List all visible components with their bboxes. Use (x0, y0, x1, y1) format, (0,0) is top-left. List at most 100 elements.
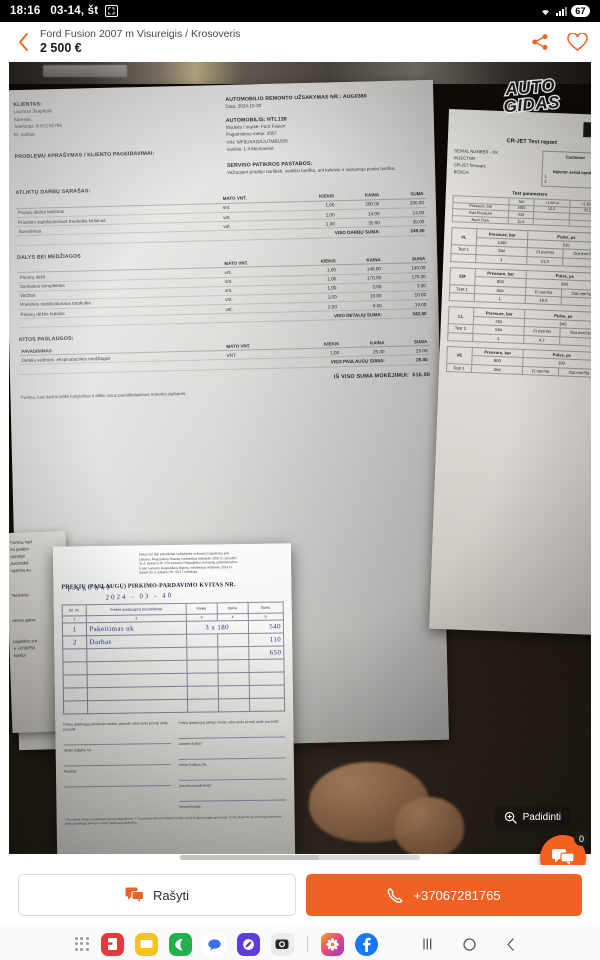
cell (217, 633, 249, 647)
home-icon[interactable] (455, 931, 485, 957)
header-actions (531, 32, 588, 52)
cell: 1 (473, 293, 526, 304)
buyer-block: Prekių (paslaugų) pirkėjo vardas arba va… (178, 716, 287, 809)
buyer-reg-line (179, 791, 287, 802)
cell: Fl.mm³/st (522, 366, 559, 376)
messages-app-icon[interactable] (202, 932, 226, 956)
services-table: PAVADINIMAS MATO VNT. KIEKIS KAINA SUMA … (19, 337, 430, 375)
app-header: Ford Fusion 2007 m Visureigis / Krosover… (0, 22, 600, 62)
client-block: KLIENTAS: Laurinas Sкарkulis Adresas: Te… (13, 97, 213, 181)
phone-app-icon[interactable] (168, 932, 192, 956)
cell: 3 x 180 (186, 620, 249, 635)
phone-icon (387, 887, 404, 904)
call-button-label: +37067281765 (413, 887, 501, 903)
seller-block: Prekių (paslaugų) pardavėjo vardas, pava… (63, 718, 172, 811)
buyer-doc-label: Verslo liudijimo Nr. (178, 762, 207, 767)
listing-price: 2 500 € (40, 41, 82, 55)
listing-summary[interactable]: Ford Fusion 2007 m Visureigis / Krosover… (40, 28, 521, 56)
share-icon[interactable] (531, 33, 549, 51)
status-indicators: 67 (539, 5, 590, 17)
problem-heading: PROBLEMŲ APRAŠYMAS / KLIENTO PAGEIDAVIMA… (14, 150, 155, 161)
facebook-app-icon[interactable] (354, 932, 378, 956)
app-grid-icon[interactable] (74, 936, 90, 952)
grand-total-label: IŠ VISO SUMA MOKĖJIMUI: (333, 372, 410, 380)
photo-pager[interactable] (180, 855, 420, 860)
cell (186, 659, 218, 674)
recents-icon[interactable] (414, 931, 444, 957)
photo-viewer[interactable]: KLIENTAS: Laurinas Sкарkulis Adresas: Te… (0, 62, 600, 865)
order-block: AUTOMOBILIO REMONTO UŽSAKYMAS NR.: AUG03… (225, 92, 425, 176)
point-table-vl: VL Pressure, bar Pulse, µs 1400 910 Test… (450, 228, 591, 268)
cell: Test 1 (446, 363, 472, 373)
point-table-ve: VE Pressure, bar Pulse, µs 800 190 Test … (446, 346, 591, 378)
cell (248, 671, 285, 686)
cell: Kaina (216, 602, 248, 614)
works-total-value: 249.00 (381, 225, 427, 237)
cell: Slot (471, 364, 524, 375)
cell: Out.mm³/st (558, 367, 591, 378)
dy-logo: DY (583, 122, 591, 139)
parts-total-value: 342.00 (383, 308, 429, 320)
back-icon[interactable] (496, 931, 526, 957)
pager-thumb[interactable] (180, 855, 320, 860)
point-name: EM (459, 273, 466, 279)
seller-code-label: Verslo liudijimo Nr. (63, 748, 92, 753)
customer-box: Customer Injector serial number 1 2 (541, 150, 591, 190)
cell (87, 699, 188, 714)
cell: 110 (248, 632, 284, 647)
call-button[interactable]: +37067281765 (306, 874, 582, 916)
photo-top-strip (9, 62, 591, 84)
chevron-left-icon (17, 32, 30, 52)
chat-fab-button[interactable]: 0 (540, 831, 589, 866)
point-name: LL (458, 313, 464, 319)
browser-app-icon[interactable] (236, 932, 260, 956)
cell (62, 648, 88, 663)
listing-photo[interactable]: KLIENTAS: Laurinas Sкарkulis Adresas: Te… (9, 62, 591, 854)
cell: 2 (62, 635, 88, 650)
zoom-button-label: Padidinti (522, 812, 561, 823)
seller-signature-line (63, 735, 171, 746)
status-date: 03-14, št (50, 5, 99, 17)
cell: Kiekis (185, 602, 217, 615)
cell: 1 (475, 254, 528, 265)
point-name: VL (461, 234, 467, 240)
receipt-table: Eil. Nr. Prekės (paslaugos) pavadinimas … (62, 601, 286, 715)
heart-icon[interactable] (567, 32, 588, 52)
table-row (63, 697, 285, 715)
action-bar: Rašyti +37067281765 (0, 865, 600, 925)
injector-row-2: 2 (544, 178, 547, 184)
handwritten-receipt: Kvitas turi būti patvirtintas Valstybinė… (52, 543, 296, 854)
cell: 18.0 (525, 295, 562, 306)
cell (62, 661, 88, 676)
point-name: VE (456, 352, 463, 358)
cell (186, 633, 218, 648)
chat-bubble-icon (551, 846, 575, 866)
services-total-value: 25.00 (386, 354, 430, 366)
gallery-app-icon[interactable] (100, 932, 124, 956)
seller-label: Prekių (paslaugų) pardavėjo vardas, pava… (63, 721, 169, 732)
hand-blur-2 (394, 797, 464, 854)
buyer-doc-line (178, 770, 287, 781)
seller-sign-label: Parašas (63, 769, 77, 774)
write-message-button[interactable]: Rašyti (18, 874, 296, 916)
test-report-sub: SERIAL NUMBER - XX INJECTOR CR-JET firmw… (453, 147, 591, 190)
cell (187, 698, 219, 713)
zoom-button[interactable]: Padidinti (494, 806, 570, 829)
back-button[interactable] (12, 27, 34, 57)
files-app-icon[interactable] (134, 932, 158, 956)
receipt-footnote: * Nurodoma pirkėjo ar paslaugos gavėjo p… (64, 814, 282, 826)
buyer-sign-label: Įmonės kodas (179, 804, 201, 809)
receipt-total: 650 (248, 645, 284, 660)
cell: 4.7 (523, 335, 560, 345)
magnifier-plus-icon (504, 811, 517, 824)
dock-separator (306, 936, 308, 952)
camera-app-icon[interactable] (270, 932, 294, 956)
test-parameters-table: Set +1.50 ul +1.50 ul Pressure, bar 1400… (452, 195, 591, 228)
grand-total-value: 616.00 (412, 371, 431, 379)
page-title: Ford Fusion 2007 m Visureigis / Krosover… (40, 28, 241, 40)
photos-app-icon[interactable] (320, 932, 344, 956)
cell: Eil. Nr. (62, 604, 87, 617)
cell (249, 697, 285, 712)
write-button-label: Rašyti (152, 887, 190, 903)
test-report-left-info: SERIAL NUMBER - XX INJECTOR CR-JET firmw… (453, 147, 542, 186)
